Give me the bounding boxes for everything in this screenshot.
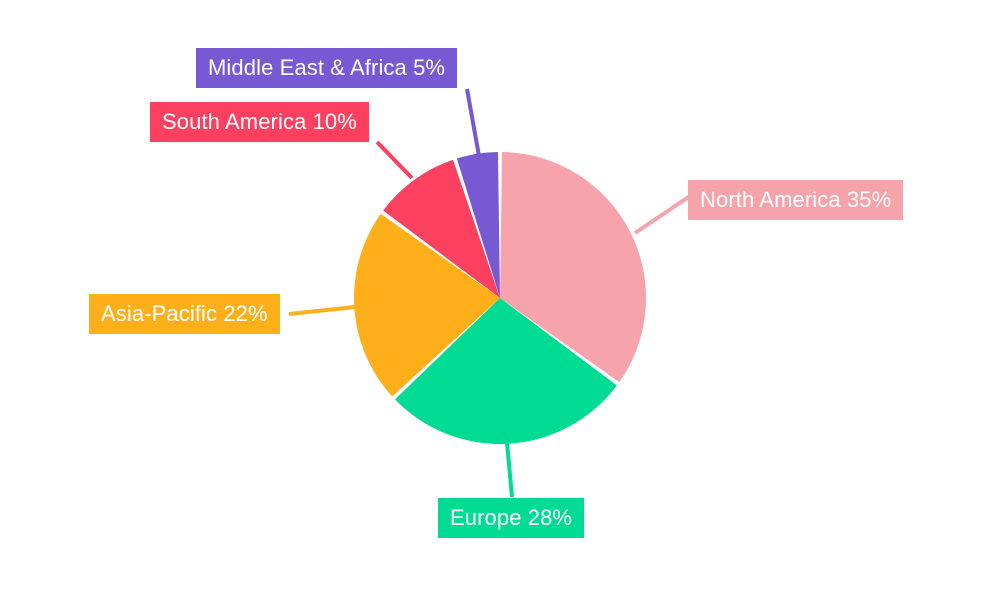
pie-label-middle-east-africa[interactable]: Middle East & Africa 5% [196,48,458,88]
pie-slice[interactable] [383,159,500,298]
leader-line [633,194,692,235]
leader-line [505,442,514,498]
pie-slice[interactable] [394,298,617,445]
pie-label-south-america[interactable]: South America 10% [150,102,369,142]
pie-label-europe[interactable]: Europe 28% [438,498,585,538]
leader-line-group [288,88,692,498]
pie-slice[interactable] [354,213,500,397]
leader-line [375,140,414,180]
pie-label-north-america[interactable]: North America 35% [688,180,904,220]
leader-line [465,88,481,157]
pie-slice[interactable] [456,152,500,298]
pie-slice-group [354,152,647,445]
pie-label-asia-pacific[interactable]: Asia-Pacific 22% [89,294,280,334]
pie-slice[interactable] [500,152,647,383]
leader-line [288,305,356,316]
